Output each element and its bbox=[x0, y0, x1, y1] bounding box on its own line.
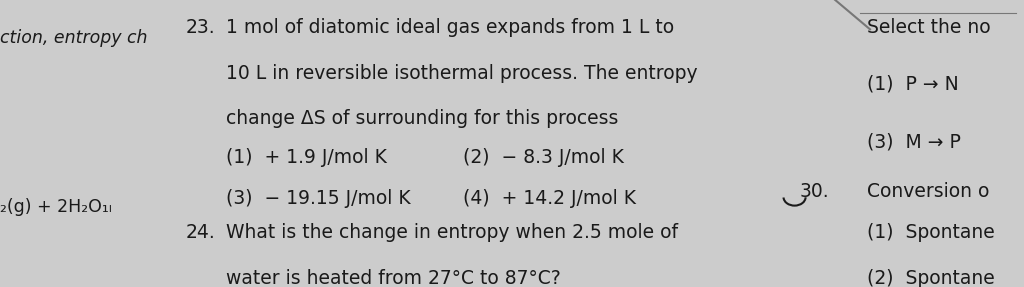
Text: Conversion o: Conversion o bbox=[867, 182, 989, 201]
Text: (3)  − 19.15 J/mol K: (3) − 19.15 J/mol K bbox=[226, 189, 411, 208]
Text: ction, entropy ch: ction, entropy ch bbox=[0, 29, 147, 47]
Text: (4)  + 14.2 J/mol K: (4) + 14.2 J/mol K bbox=[463, 189, 636, 208]
Text: change ΔS of surrounding for this process: change ΔS of surrounding for this proces… bbox=[226, 109, 618, 128]
Text: 30.: 30. bbox=[800, 182, 829, 201]
Text: (2)  − 8.3 J/mol K: (2) − 8.3 J/mol K bbox=[463, 148, 624, 167]
Text: ₂(g) + 2H₂O₁ₗ: ₂(g) + 2H₂O₁ₗ bbox=[0, 198, 112, 216]
Text: water is heated from 27°C to 87°C?: water is heated from 27°C to 87°C? bbox=[226, 269, 561, 287]
Text: (1)  P → N: (1) P → N bbox=[867, 75, 958, 94]
Text: What is the change in entropy when 2.5 mole of: What is the change in entropy when 2.5 m… bbox=[226, 223, 678, 242]
Text: (1)  + 1.9 J/mol K: (1) + 1.9 J/mol K bbox=[226, 148, 387, 167]
Text: (2)  Spontane: (2) Spontane bbox=[867, 269, 994, 287]
Text: 24.: 24. bbox=[186, 223, 216, 242]
Text: Select the no: Select the no bbox=[867, 18, 990, 37]
Text: (1)  Spontane: (1) Spontane bbox=[867, 223, 994, 242]
Text: (3)  M → P: (3) M → P bbox=[867, 132, 961, 151]
Text: 23.: 23. bbox=[186, 18, 216, 37]
Text: 1 mol of diatomic ideal gas expands from 1 L to: 1 mol of diatomic ideal gas expands from… bbox=[226, 18, 675, 37]
Text: 10 L in reversible isothermal process. The entropy: 10 L in reversible isothermal process. T… bbox=[226, 63, 698, 83]
